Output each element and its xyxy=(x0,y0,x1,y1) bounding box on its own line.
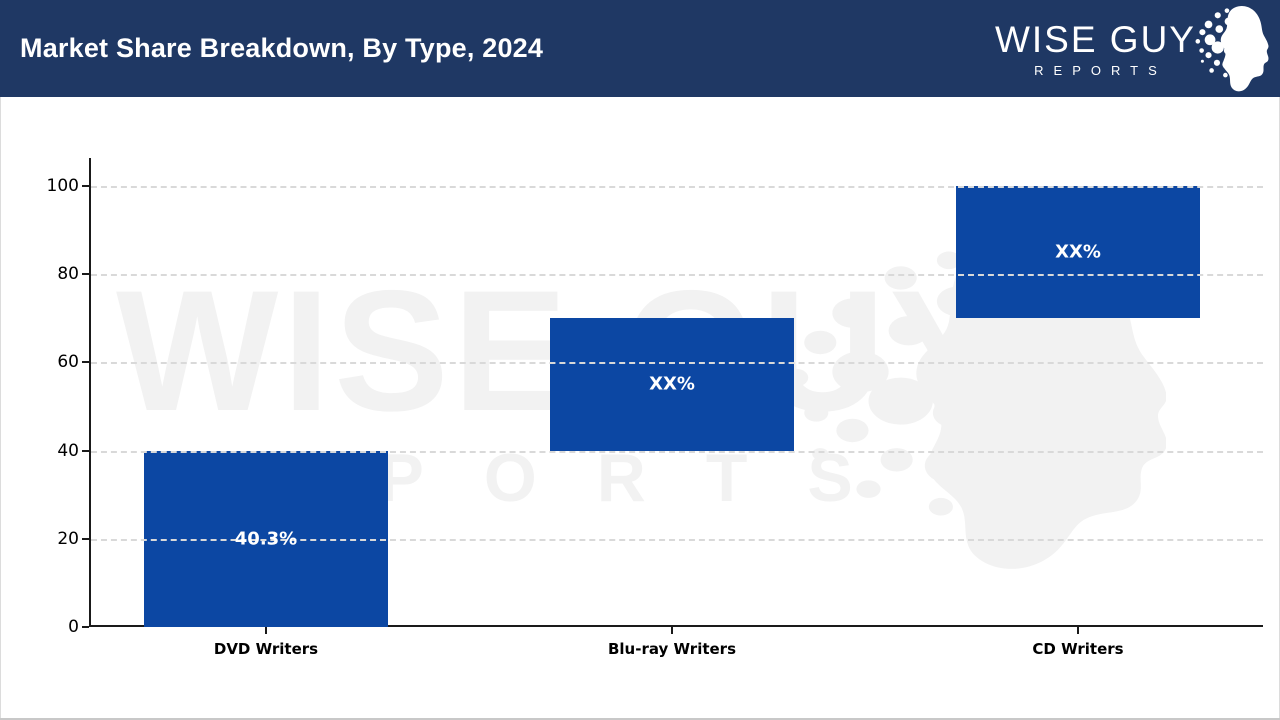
y-tick-label: 80 xyxy=(57,264,79,285)
x-tick-mark xyxy=(265,627,267,634)
y-tick-mark xyxy=(82,361,89,364)
y-tick-label: 20 xyxy=(57,528,79,549)
x-category-label: CD Writers xyxy=(1032,640,1124,658)
page-title: Market Share Breakdown, By Type, 2024 xyxy=(20,33,544,63)
y-tick-mark xyxy=(82,537,89,540)
face-profile-icon xyxy=(1195,5,1269,91)
bar-segment xyxy=(144,450,388,627)
x-category-label: Blu-ray Writers xyxy=(607,640,737,658)
brand-logo-text: WISE GUY REPORTS xyxy=(995,21,1196,77)
bar-segment xyxy=(550,318,794,451)
y-tick-label: 0 xyxy=(68,617,79,637)
gridline xyxy=(91,274,1263,277)
x-category-label: DVD Writers xyxy=(213,640,319,658)
bar-value-label: 40.3% xyxy=(234,528,298,550)
y-tick-mark xyxy=(82,449,89,452)
gridline xyxy=(91,362,1263,365)
brand-logo: WISE GUY REPORTS xyxy=(995,0,1270,97)
y-tick-label: 60 xyxy=(57,352,79,373)
y-tick-label: 100 xyxy=(46,176,79,196)
gridline xyxy=(91,538,1263,541)
brand-name: WISE GUY xyxy=(994,18,1196,60)
y-tick-mark xyxy=(82,185,89,187)
x-tick-mark xyxy=(1077,627,1079,634)
y-tick-mark xyxy=(82,626,89,628)
brand-subtitle: REPORTS xyxy=(1034,62,1167,78)
chart-canvas: WISE GUY REPORTS xyxy=(0,97,1280,718)
y-tick-mark xyxy=(82,273,89,276)
gridline xyxy=(91,186,1263,188)
header-bar: Market Share Breakdown, By Type, 2024 WI… xyxy=(0,0,1280,97)
x-tick-mark xyxy=(671,627,673,634)
plot-axes xyxy=(89,158,1263,627)
gridline xyxy=(91,450,1263,453)
bar-value-label: XX% xyxy=(649,373,695,395)
bar-value-label: XX% xyxy=(1055,241,1101,263)
y-tick-label: 40 xyxy=(57,440,79,461)
